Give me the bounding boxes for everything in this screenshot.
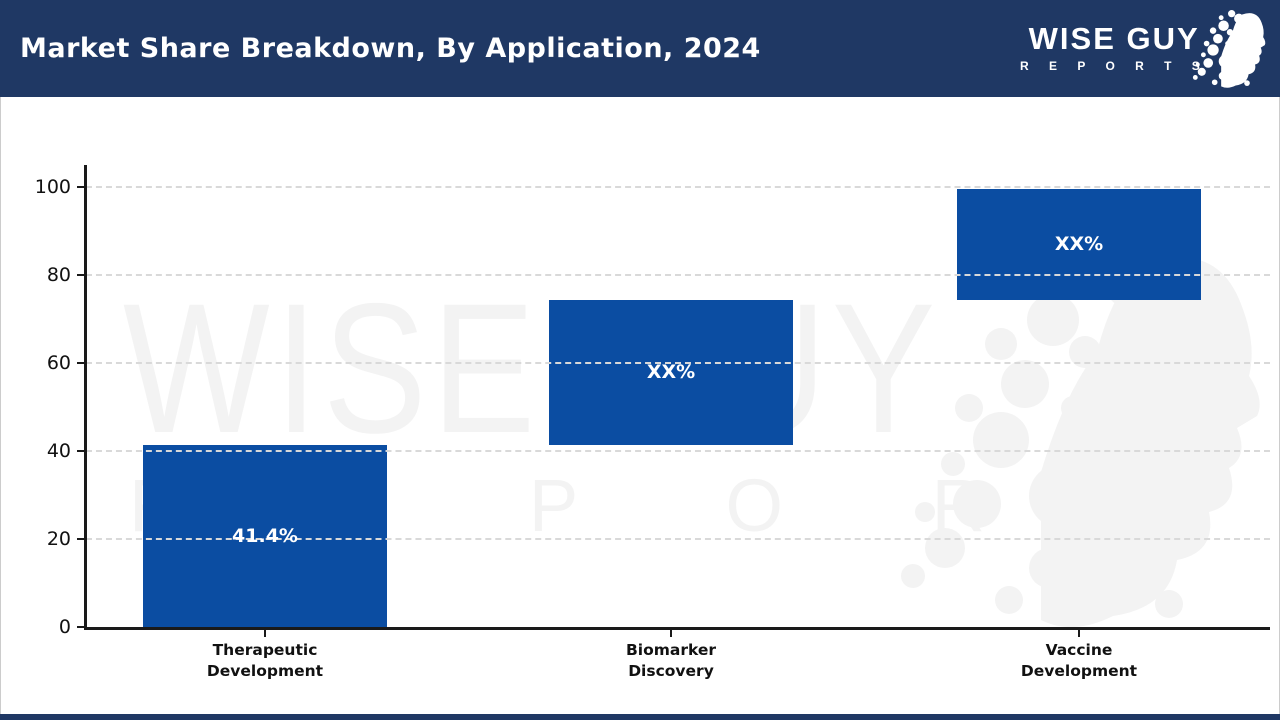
x-axis-category-label: Therapeutic Development [207,640,323,682]
y-axis-tick [77,362,85,364]
y-axis-tick-label: 80 [46,264,71,286]
y-axis-tick-label: 40 [46,440,71,462]
brand-logo-subtitle: R E P O R T S [1020,59,1209,73]
x-axis-tick [1078,629,1080,637]
brand-logo-text: WISE GUY R E P O R T S [1020,22,1208,74]
brand-logo: WISE GUY R E P O R T S [1020,6,1268,92]
x-axis-category-line: Discovery [628,662,714,680]
bar-value-label: XX% [1054,233,1104,256]
header-bar: Market Share Breakdown, By Application, … [0,0,1280,97]
chart-bar [143,444,387,627]
x-axis-tick [670,629,672,637]
y-gridline [86,362,1270,364]
y-axis-tick [77,538,85,540]
footer-bar [0,714,1280,720]
y-axis-tick-label: 20 [46,528,71,550]
x-axis-category-label: Biomarker Discovery [626,640,716,682]
bar-value-label: 41.4% [232,524,298,547]
y-axis-tick [77,450,85,452]
y-axis-tick [77,626,85,628]
x-axis [84,627,1270,630]
x-axis-category-label: Vaccine Development [1021,640,1137,682]
y-axis-tick-label: 0 [58,616,71,638]
y-axis-tick [77,274,85,276]
y-axis-tick-label: 60 [46,352,71,374]
y-gridline [86,186,1270,188]
y-gridline [86,274,1270,276]
bar-value-label: XX% [646,361,696,384]
y-axis-tick-label: 100 [34,176,71,198]
y-gridline [86,538,1270,540]
brand-logo-wordmark: WISE GUY [1028,21,1200,56]
chart-bar [549,299,793,445]
y-axis [84,165,87,629]
x-axis-category-line: Vaccine [1045,641,1113,659]
brand-face-icon [1192,10,1266,88]
x-axis-tick [264,629,266,637]
y-axis-tick [77,186,85,188]
page-title: Market Share Breakdown, By Application, … [20,33,761,64]
x-axis-category-line: Biomarker [625,641,717,659]
y-gridline [86,450,1270,452]
x-axis-category-line: Therapeutic [212,641,318,659]
x-axis-category-line: Development [1020,662,1138,680]
x-axis-category-line: Development [206,662,324,680]
